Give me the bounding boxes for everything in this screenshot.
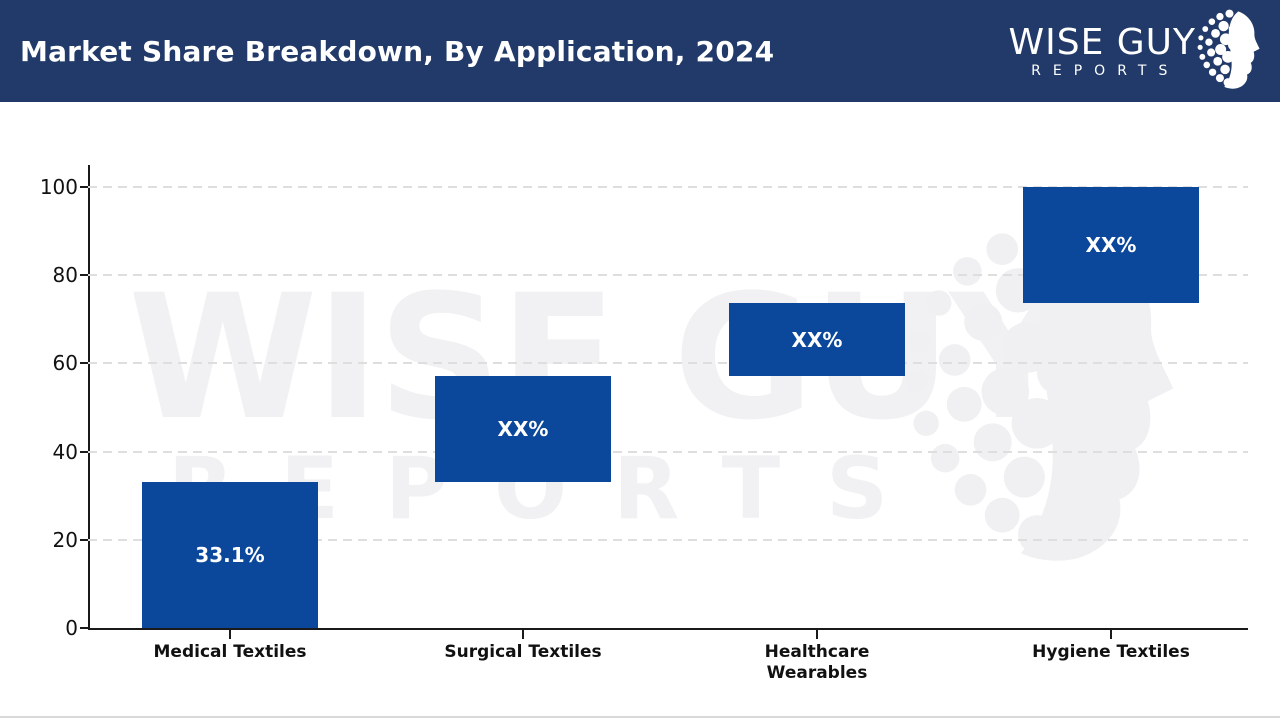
y-tick-label-80: 80 [52, 263, 78, 288]
gridline-80 [88, 274, 1248, 277]
y-tick-80 [80, 274, 88, 277]
bar-value-label: XX% [497, 417, 549, 442]
category-label-surgical-textiles: Surgical Textiles [444, 642, 602, 662]
y-tick-0 [80, 627, 88, 629]
header: Market Share Breakdown, By Application, … [0, 0, 1280, 102]
y-tick-60 [80, 362, 88, 365]
x-tick-hygiene-textiles [1110, 630, 1112, 639]
y-tick-label-60: 60 [52, 351, 78, 376]
y-tick-label-40: 40 [52, 439, 78, 464]
y-tick-20 [80, 538, 88, 541]
y-tick-label-0: 0 [65, 616, 78, 640]
bar-value-label: XX% [791, 327, 843, 352]
y-tick-100 [80, 186, 88, 188]
gridline-60 [88, 362, 1248, 365]
dotted-head-icon [1197, 9, 1260, 89]
category-label-medical-textiles: Medical Textiles [153, 642, 307, 662]
wise-guy-logo: WISE GUY REPORTS [1009, 7, 1267, 95]
bar-surgical-textiles: XX% [435, 376, 611, 483]
bar-healthcare-wearables: XX% [729, 302, 905, 377]
category-label-hygiene-textiles: Hygiene Textiles [1032, 642, 1190, 662]
x-tick-surgical-textiles [522, 630, 524, 639]
logo-text: WISE GUY REPORTS [1008, 21, 1197, 79]
bottom-divider [0, 716, 1280, 718]
logo-subtitle: REPORTS [1031, 62, 1180, 79]
category-label-healthcare-wearables: Healthcare Wearables [764, 642, 870, 684]
bar-hygiene-textiles: XX% [1023, 187, 1199, 303]
bar-medical-textiles: 33.1% [142, 482, 318, 628]
x-tick-medical-textiles [229, 630, 231, 639]
x-axis-line [88, 628, 1248, 630]
x-tick-healthcare-wearables [816, 630, 818, 639]
chart-title: Market Share Breakdown, By Application, … [20, 34, 775, 68]
gridline-100 [88, 186, 1248, 188]
bar-value-label: XX% [1085, 232, 1137, 257]
y-axis-line [88, 165, 90, 630]
bar-value-label: 33.1% [195, 543, 265, 567]
watermark-head-icon [905, 219, 1174, 561]
y-tick-label-100: 100 [39, 175, 78, 199]
gridline-40 [88, 450, 1248, 453]
logo-wordmark: WISE GUY [1008, 21, 1196, 63]
gridline-20 [88, 538, 1248, 541]
y-tick-40 [80, 450, 88, 453]
y-tick-label-20: 20 [52, 527, 78, 552]
